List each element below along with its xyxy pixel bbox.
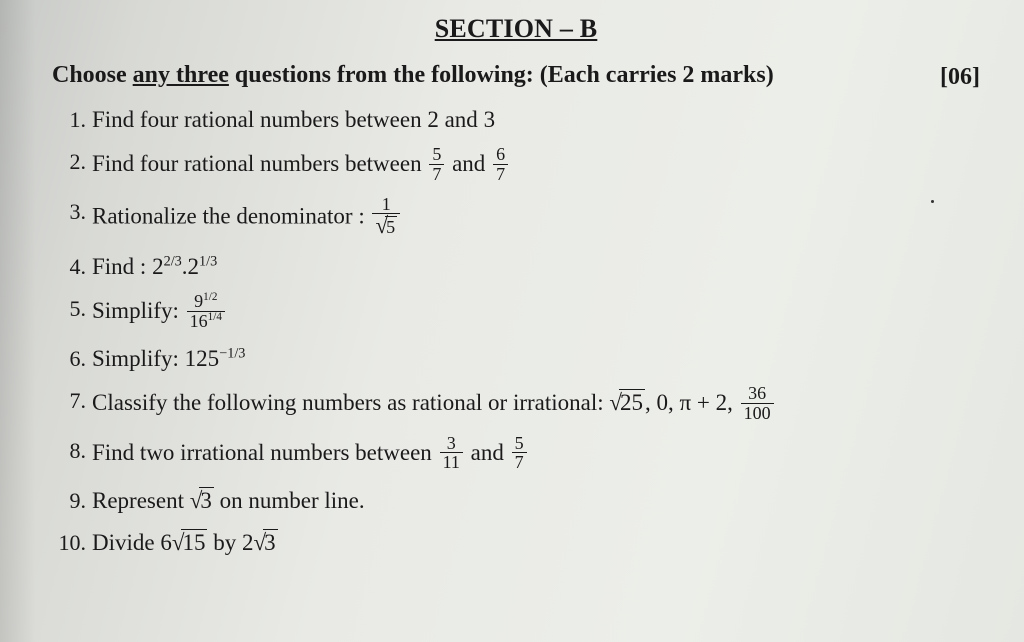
q6-base: 125 <box>185 346 220 371</box>
q7-frac: 36 100 <box>741 384 774 422</box>
q5-den: 161/4 <box>187 312 225 330</box>
q8-frac-b: 5 7 <box>512 434 527 472</box>
q5-den-base: 16 <box>190 311 208 331</box>
q2-b-num: 6 <box>493 145 508 164</box>
q10-rad1: 15 <box>181 529 207 555</box>
section-title: SECTION – B <box>48 14 984 44</box>
q10-term2: 2√3 <box>242 530 278 555</box>
exam-page: SECTION – B Choose any three questions f… <box>0 0 1024 642</box>
q8-b-den: 7 <box>512 453 527 471</box>
instruction-row: Choose any three questions from the foll… <box>52 62 980 91</box>
q7-zero: 0 <box>657 390 669 415</box>
q4-exp2: 1/3 <box>199 253 217 269</box>
q4-exp1: 2/3 <box>164 253 182 269</box>
question-2: Find four rational numbers between 5 7 a… <box>92 147 984 185</box>
q8-a-num: 3 <box>440 434 463 453</box>
instruction-suffix: questions from the following: (Each carr… <box>229 62 774 88</box>
q3-frac: 1 √5 <box>372 195 400 238</box>
q2-frac-a: 5 7 <box>429 145 444 183</box>
question-7: Classify the following numbers as ration… <box>92 386 984 424</box>
q10-sqrt15: √15 <box>172 528 208 558</box>
q2-mid: and <box>452 152 491 177</box>
q3-radicand: 5 <box>385 216 397 237</box>
q7-text: Classify the following numbers as ration… <box>92 390 609 415</box>
q10-rad2: 3 <box>263 529 278 555</box>
q8-a-den: 11 <box>440 453 463 471</box>
q2-text: Find four rational numbers between <box>92 152 427 177</box>
instruction-prefix: Choose <box>52 62 133 88</box>
q2-a-den: 7 <box>429 165 444 183</box>
q5-num-base: 9 <box>194 291 203 311</box>
q2-frac-b: 6 7 <box>493 145 508 183</box>
q6-exp: −1/3 <box>219 345 245 361</box>
q4-expr: 22/3.21/3 <box>152 254 217 279</box>
q2-a-num: 5 <box>429 145 444 164</box>
q5-frac: 91/2 161/4 <box>187 292 225 330</box>
q1-a: 2 <box>427 107 439 132</box>
q7-items: √25, 0, π + 2, 36 100 <box>609 390 775 415</box>
q7-sep1: , <box>645 390 657 415</box>
q1-mid: and <box>439 107 484 132</box>
q7-sqrt25: √25 <box>609 388 645 418</box>
q6-expr: 125−1/3 <box>185 346 246 371</box>
q10-before: Divide <box>92 530 160 555</box>
q9-radicand: 3 <box>199 487 214 513</box>
q5-den-exp: 1/4 <box>208 311 222 323</box>
q7-sep3: , <box>727 390 739 415</box>
q10-mid: by <box>213 530 242 555</box>
question-6: Simplify: 125−1/3 <box>92 344 984 374</box>
question-1: Find four rational numbers between 2 and… <box>92 105 984 135</box>
total-marks: [06] <box>940 64 980 91</box>
q8-frac-a: 3 11 <box>440 434 463 472</box>
q4-base1: 2 <box>152 254 164 279</box>
q8-b-num: 5 <box>512 434 527 453</box>
instruction-underlined: any three <box>133 62 229 88</box>
q4-text: Find : <box>92 254 152 279</box>
q10-coef1: 6 <box>160 530 172 555</box>
q10-term1: 6√15 <box>160 530 213 555</box>
question-list: Find four rational numbers between 2 and… <box>48 105 984 558</box>
q7-sqrt25-val: 25 <box>619 389 645 415</box>
question-9: Represent √3 on number line. <box>92 486 984 516</box>
q8-text: Find two irrational numbers between <box>92 440 438 465</box>
q3-den: √5 <box>372 214 400 237</box>
question-10: Divide 6√15 by 2√3 <box>92 528 984 558</box>
question-5: Simplify: 91/2 161/4 <box>92 294 984 332</box>
q1-b: 3 <box>484 107 496 132</box>
q5-num-exp: 1/2 <box>203 291 217 303</box>
instruction-text: Choose any three questions from the foll… <box>52 62 774 89</box>
q2-b-den: 7 <box>493 165 508 183</box>
q3-text: Rationalize the denominator : <box>92 204 370 229</box>
q10-coef2: 2 <box>242 530 254 555</box>
q8-mid: and <box>471 440 510 465</box>
q5-num: 91/2 <box>187 292 225 311</box>
q7-piplus2: π + 2 <box>680 390 728 415</box>
q4-base2: 2 <box>188 254 200 279</box>
question-3: Rationalize the denominator : 1 √5 <box>92 197 984 240</box>
q7-frac-num: 36 <box>741 384 774 403</box>
q9-before: Represent <box>92 488 190 513</box>
q10-sqrt3: √3 <box>253 528 277 558</box>
question-8: Find two irrational numbers between 3 11… <box>92 436 984 474</box>
q9-after: on number line. <box>220 488 365 513</box>
q7-sep2: , <box>668 390 680 415</box>
q3-sqrt: √5 <box>375 214 397 237</box>
question-4: Find : 22/3.21/3 <box>92 252 984 282</box>
q3-num: 1 <box>372 195 400 214</box>
q1-text: Find four rational numbers between <box>92 107 427 132</box>
q5-text: Simplify: <box>92 298 185 323</box>
q7-frac-den: 100 <box>741 404 774 422</box>
q6-text: Simplify: <box>92 346 185 371</box>
q9-sqrt3: √3 <box>190 486 214 516</box>
